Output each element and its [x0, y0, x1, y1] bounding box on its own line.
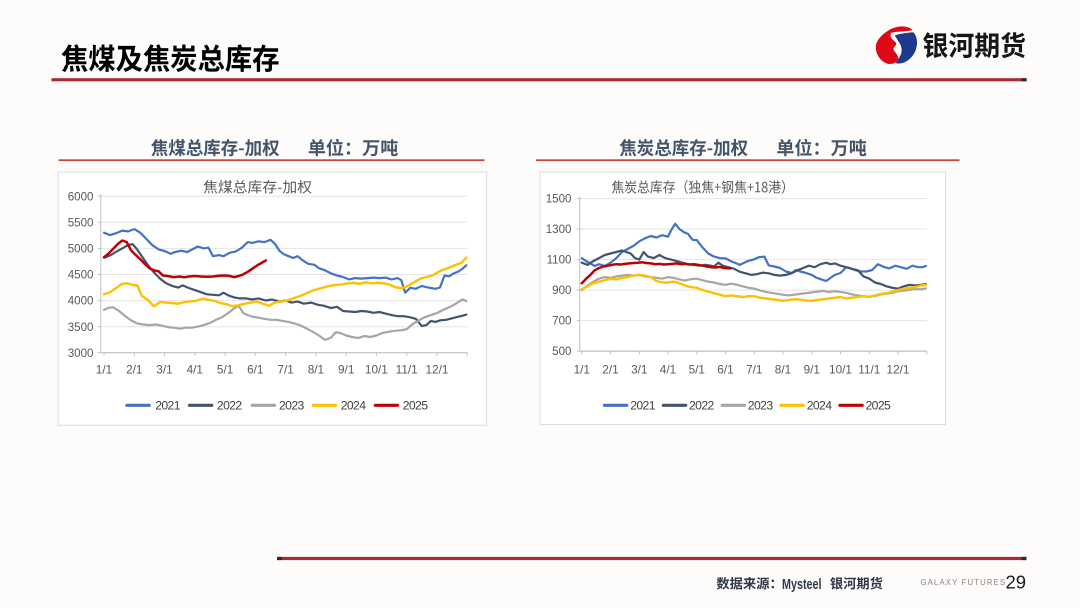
svg-text:1/1: 1/1	[96, 363, 112, 377]
svg-text:900: 900	[552, 284, 571, 297]
svg-text:2024: 2024	[807, 398, 833, 412]
svg-text:11/1: 11/1	[858, 363, 880, 377]
svg-text:2025: 2025	[403, 398, 429, 412]
svg-text:4500: 4500	[68, 269, 94, 282]
svg-text:700: 700	[552, 315, 571, 328]
svg-text:7/1: 7/1	[277, 363, 293, 377]
svg-text:29: 29	[1006, 572, 1027, 593]
svg-text:1/1: 1/1	[574, 363, 590, 377]
svg-text:8/1: 8/1	[775, 363, 791, 377]
svg-text:7/1: 7/1	[746, 363, 762, 377]
svg-text:2022: 2022	[689, 398, 715, 412]
svg-text:9/1: 9/1	[804, 363, 820, 377]
svg-text:4/1: 4/1	[660, 363, 676, 377]
svg-text:2021: 2021	[155, 398, 181, 412]
svg-text:GALAXY FUTURES: GALAXY FUTURES	[921, 578, 1007, 587]
svg-text:3500: 3500	[68, 321, 94, 334]
svg-text:11/1: 11/1	[396, 363, 418, 377]
svg-text:2/1: 2/1	[126, 363, 142, 377]
svg-text:1300: 1300	[546, 223, 572, 236]
svg-text:2023: 2023	[748, 398, 774, 412]
svg-text:3/1: 3/1	[631, 363, 647, 377]
svg-text:12/1: 12/1	[887, 363, 910, 377]
svg-text:5/1: 5/1	[217, 363, 233, 377]
svg-text:3000: 3000	[68, 347, 94, 360]
svg-text:10/1: 10/1	[365, 363, 388, 377]
svg-text:1100: 1100	[547, 254, 572, 267]
svg-text:12/1: 12/1	[426, 363, 449, 377]
svg-text:2022: 2022	[217, 398, 243, 412]
svg-text:2024: 2024	[341, 398, 367, 412]
svg-text:5500: 5500	[68, 216, 94, 229]
svg-text:8/1: 8/1	[308, 363, 324, 377]
svg-text:6000: 6000	[68, 190, 94, 203]
svg-text:Mysteel: Mysteel	[782, 575, 822, 592]
svg-text:6/1: 6/1	[247, 363, 263, 377]
svg-text:1500: 1500	[546, 193, 572, 206]
svg-text:5000: 5000	[68, 243, 94, 256]
svg-text:10/1: 10/1	[829, 363, 852, 377]
svg-text:500: 500	[552, 345, 571, 358]
svg-text:3/1: 3/1	[156, 363, 172, 377]
svg-text:2/1: 2/1	[602, 363, 618, 377]
svg-text:5/1: 5/1	[689, 363, 705, 377]
svg-text:4/1: 4/1	[187, 363, 203, 377]
svg-text:4000: 4000	[68, 295, 94, 308]
svg-text:9/1: 9/1	[338, 363, 354, 377]
svg-text:6/1: 6/1	[717, 363, 733, 377]
svg-text:2023: 2023	[279, 398, 305, 412]
svg-text:2021: 2021	[630, 398, 656, 412]
svg-text:2025: 2025	[866, 398, 892, 412]
